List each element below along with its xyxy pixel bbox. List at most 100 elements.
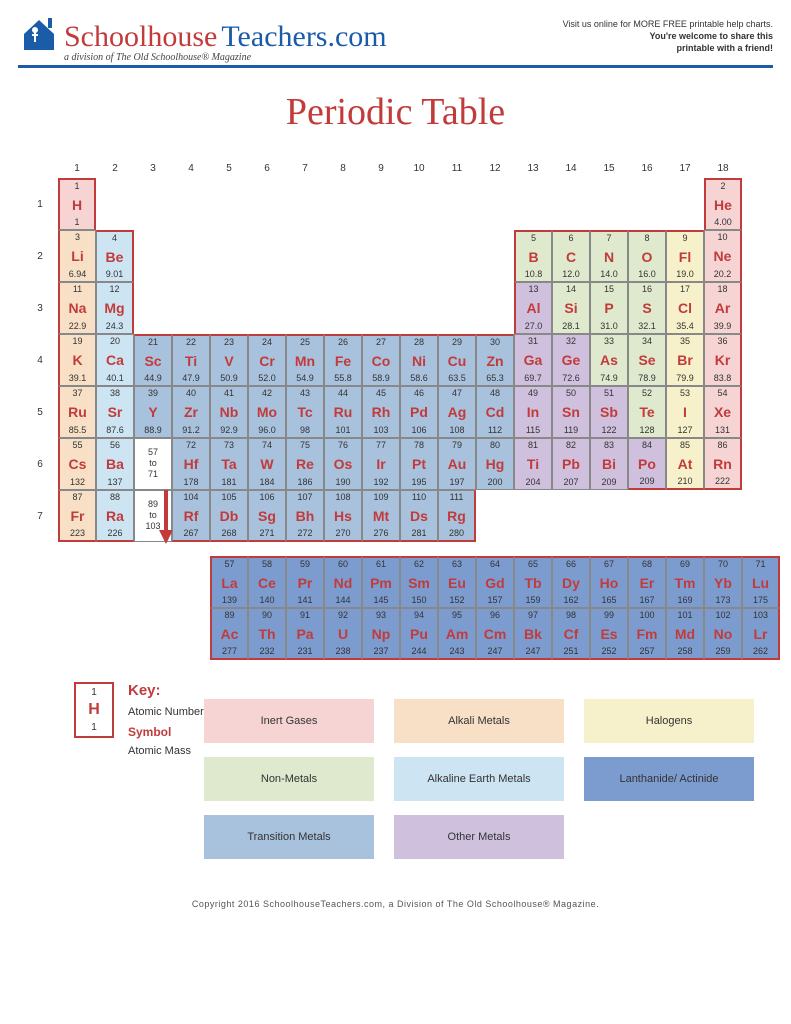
- element-Xe: 54Xe131: [704, 386, 742, 438]
- element-Cu: 29Cu63.5: [438, 334, 476, 386]
- element-O: 8O16.0: [628, 230, 666, 282]
- element-Cd: 48Cd112: [476, 386, 514, 438]
- element-Sc: 21Sc44.9: [134, 334, 172, 386]
- element-B: 5B10.8: [514, 230, 552, 282]
- element-Pm: 61Pm145: [362, 556, 400, 608]
- period-header: 3: [22, 282, 58, 334]
- element-Na: 11Na22.9: [58, 282, 96, 334]
- element-Er: 68Er167: [628, 556, 666, 608]
- element-Ta: 73Ta181: [210, 438, 248, 490]
- element-Ru: 44Ru101: [324, 386, 362, 438]
- key-sample-num: 1: [91, 687, 97, 698]
- element-Zn: 30Zn65.3: [476, 334, 514, 386]
- f-block: 57La13958Ce14059Pr14160Nd14461Pm14562Sm1…: [58, 556, 773, 660]
- element-Ir: 77Ir192: [362, 438, 400, 490]
- element-Po: 84Po209: [628, 438, 666, 490]
- element-Rn: 86Rn222: [704, 438, 742, 490]
- element-No: 102No259: [704, 608, 742, 660]
- element-Lr: 103Lr262: [742, 608, 780, 660]
- element-Pa: 91Pa231: [286, 608, 324, 660]
- element-Ba: 56Ba137: [96, 438, 134, 490]
- element-U: 92U238: [324, 608, 362, 660]
- element-Fr: 87Fr223: [58, 490, 96, 542]
- element-Sg: 106Sg271: [248, 490, 286, 542]
- element-Gd: 64Gd157: [476, 556, 514, 608]
- header-note-3: printable with a friend!: [563, 42, 773, 54]
- element-Bh: 107Bh272: [286, 490, 324, 542]
- element-Hg: 80Hg200: [476, 438, 514, 490]
- group-header: 8: [324, 160, 362, 178]
- element-W: 74W184: [248, 438, 286, 490]
- header-note-2: You're welcome to share this: [563, 30, 773, 42]
- legend-lanact: Lanthanide/ Actinide: [584, 757, 754, 801]
- logo-block: SchoolhouseTeachers.com a division of Th…: [18, 14, 387, 63]
- element-Ge: 32Ge72.6: [552, 334, 590, 386]
- house-icon: [18, 14, 60, 54]
- legend-inert: Inert Gases: [204, 699, 374, 743]
- element-Pr: 59Pr141: [286, 556, 324, 608]
- group-header: 6: [248, 160, 286, 178]
- element-Lu: 71Lu175: [742, 556, 780, 608]
- element-Zr: 40Zr91.2: [172, 386, 210, 438]
- element-Te: 52Te128: [628, 386, 666, 438]
- element-Es: 99Es252: [590, 608, 628, 660]
- element-K: 19K39.1: [58, 334, 96, 386]
- legend-aearth: Alkaline Earth Metals: [394, 757, 564, 801]
- header-note-1: Visit us online for MORE FREE printable …: [563, 18, 773, 30]
- element-Y: 39Y88.9: [134, 386, 172, 438]
- element-Cm: 96Cm247: [476, 608, 514, 660]
- lanthanide-split: 57to71: [134, 438, 172, 490]
- element-Kr: 36Kr83.8: [704, 334, 742, 386]
- period-header: 1: [22, 178, 58, 230]
- element-Hf: 72Hf178: [172, 438, 210, 490]
- element-Cr: 24Cr52.0: [248, 334, 286, 386]
- element-Ar: 18Ar39.9: [704, 282, 742, 334]
- element-H: 1H1: [58, 178, 96, 230]
- element-Pb: 82Pb207: [552, 438, 590, 490]
- element-V: 23V50.9: [210, 334, 248, 386]
- element-Th: 90Th232: [248, 608, 286, 660]
- period-header: 5: [22, 386, 58, 438]
- element-Db: 105Db268: [210, 490, 248, 542]
- element-Sn: 50Sn119: [552, 386, 590, 438]
- group-header: 1: [58, 160, 96, 178]
- group-header: 17: [666, 160, 704, 178]
- key-sample-sym: H: [88, 701, 100, 719]
- element-Br: 35Br79.9: [666, 334, 704, 386]
- element-Au: 79Au197: [438, 438, 476, 490]
- element-Yb: 70Yb173: [704, 556, 742, 608]
- element-Ds: 110Ds281: [400, 490, 438, 542]
- element-Ho: 67Ho165: [590, 556, 628, 608]
- element-Cs: 55Cs132: [58, 438, 96, 490]
- period-header: 2: [22, 230, 58, 282]
- group-header: 14: [552, 160, 590, 178]
- element-Co: 27Co58.9: [362, 334, 400, 386]
- element-Ag: 47Ag108: [438, 386, 476, 438]
- element-S: 16S32.1: [628, 282, 666, 334]
- element-Ti: 22Ti47.9: [172, 334, 210, 386]
- element-Hs: 108Hs270: [324, 490, 362, 542]
- element-Rh: 45Rh103: [362, 386, 400, 438]
- element-Sb: 51Sb122: [590, 386, 628, 438]
- key-sym-label: Symbol: [128, 722, 204, 742]
- element-Li: 3Li6.94: [58, 230, 96, 282]
- element-Rf: 104Rf267: [172, 490, 210, 542]
- element-P: 15P31.0: [590, 282, 628, 334]
- group-header: 4: [172, 160, 210, 178]
- element-Cf: 98Cf251: [552, 608, 590, 660]
- element-Ti: 81Ti204: [514, 438, 552, 490]
- element-Ac: 89Ac277: [210, 608, 248, 660]
- element-Tb: 65Tb159: [514, 556, 552, 608]
- element-Mt: 109Mt276: [362, 490, 400, 542]
- element-Pt: 78Pt195: [400, 438, 438, 490]
- group-header: 12: [476, 160, 514, 178]
- legend-halogen: Halogens: [584, 699, 754, 743]
- logo-text-1: Schoolhouse: [64, 20, 217, 54]
- element-Am: 95Am243: [438, 608, 476, 660]
- element-Pd: 46Pd106: [400, 386, 438, 438]
- element-Ca: 20Ca40.1: [96, 334, 134, 386]
- periodic-table: 12345678910111213141516171811H12He4.0023…: [22, 160, 773, 542]
- key-num-label: Atomic Number: [128, 703, 204, 722]
- element-Fe: 26Fe55.8: [324, 334, 362, 386]
- group-header: 7: [286, 160, 324, 178]
